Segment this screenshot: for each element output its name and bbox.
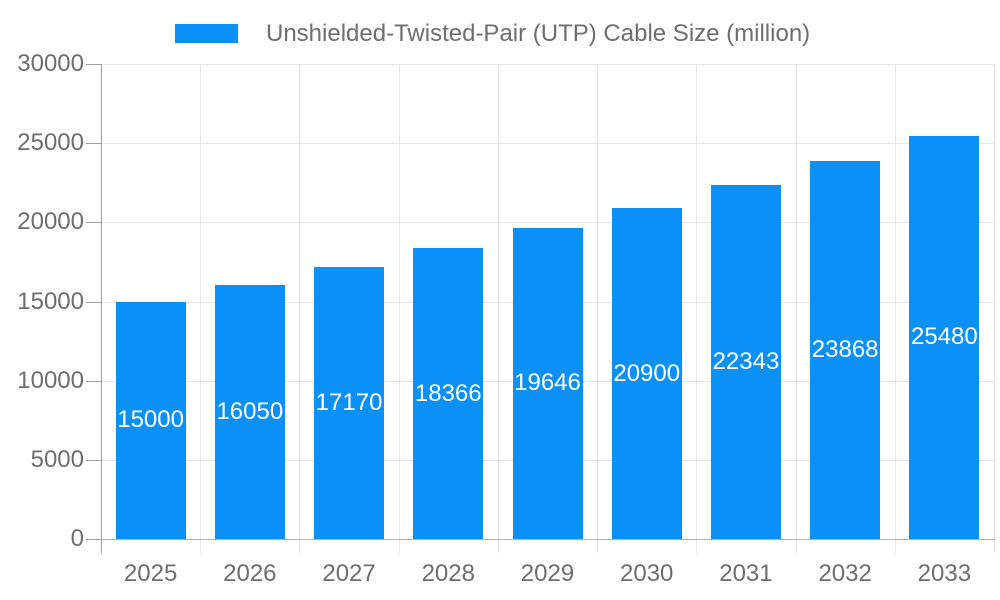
x-tick-label: 2029 [520, 560, 575, 587]
y-tick-label: 0 [70, 525, 84, 552]
bar: 16050 [214, 284, 285, 539]
bar-value-label: 20900 [613, 359, 681, 387]
v-gridline [200, 64, 202, 553]
bar: 25480 [909, 135, 980, 539]
v-gridline [497, 64, 499, 553]
bar: 20900 [611, 208, 682, 539]
bar: 17170 [314, 267, 385, 539]
x-tick-label: 2028 [421, 560, 475, 587]
x-tick-label: 2025 [123, 560, 178, 587]
bar-value-label: 23868 [811, 336, 879, 364]
x-axis-baseline [101, 539, 995, 540]
bar-value-label: 25480 [911, 323, 978, 351]
bar: 23868 [810, 161, 881, 539]
x-tick-label: 2032 [818, 560, 872, 587]
v-gridline [597, 64, 599, 553]
bar-value-label: 17170 [315, 389, 383, 417]
v-gridline [994, 64, 995, 553]
y-axis-tick [86, 143, 101, 145]
v-gridline [696, 64, 698, 553]
bar: 18366 [413, 248, 484, 539]
v-gridline [299, 64, 301, 553]
y-axis-tick [86, 539, 101, 540]
y-tick-label: 30000 [17, 50, 84, 77]
y-tick-label: 5000 [30, 445, 84, 473]
v-gridline [894, 64, 896, 553]
y-axis-tick [86, 301, 101, 303]
chart-legend: Unshielded-Twisted-Pair (UTP) Cable Size… [175, 20, 810, 47]
h-gridline [101, 64, 994, 65]
y-axis-tick [86, 222, 101, 224]
y-tick-label: 20000 [17, 208, 84, 236]
legend-swatch [175, 24, 238, 43]
y-axis-line [101, 64, 102, 553]
y-tick-label: 15000 [17, 287, 84, 315]
bar: 19646 [512, 227, 583, 539]
y-tick-label: 25000 [17, 129, 84, 157]
bar-value-label: 16050 [216, 397, 284, 425]
y-axis-tick [86, 380, 101, 382]
bar-value-label: 22343 [712, 348, 780, 376]
bar: 22343 [710, 185, 781, 539]
v-gridline [795, 64, 797, 553]
y-tick-label: 10000 [17, 366, 84, 394]
x-tick-label: 2026 [223, 560, 277, 587]
x-tick-label: 2031 [719, 560, 773, 587]
h-gridline [101, 143, 994, 145]
legend-label: Unshielded-Twisted-Pair (UTP) Cable Size… [266, 19, 811, 47]
bar-value-label: 15000 [117, 406, 184, 434]
y-axis-tick [86, 459, 101, 461]
x-tick-label: 2030 [620, 560, 674, 587]
x-tick-label: 2033 [917, 560, 972, 587]
h-gridline [101, 222, 994, 224]
bar-value-label: 18366 [414, 379, 482, 407]
y-axis-tick [86, 64, 101, 65]
bar-value-label: 19646 [514, 369, 581, 397]
x-tick-label: 2027 [322, 560, 376, 587]
v-gridline [398, 64, 400, 553]
bar: 15000 [115, 301, 186, 539]
